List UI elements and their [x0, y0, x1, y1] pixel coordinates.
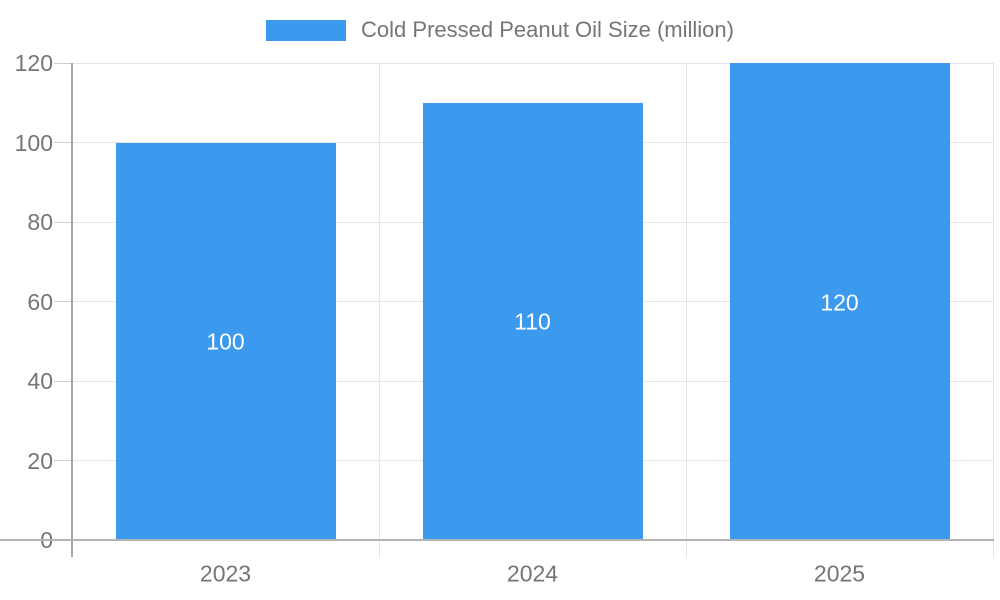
x-axis-label: 2025 [813, 560, 866, 587]
x-axis-line [0, 539, 994, 541]
x-gridline [992, 63, 994, 558]
bar[interactable] [729, 63, 950, 540]
y-axis-tick [54, 380, 72, 382]
y-axis-tick [54, 301, 72, 302]
bar-value-label: 110 [514, 308, 551, 335]
y-axis-tick [54, 221, 72, 223]
y-axis-label: 20 [27, 447, 53, 474]
bar[interactable] [422, 102, 643, 540]
bar-value-label: 100 [206, 328, 245, 355]
x-axis-label: 2023 [199, 560, 252, 587]
x-gridline [378, 63, 380, 558]
bar-value-label: 120 [820, 289, 859, 315]
y-axis-label: 100 [14, 129, 53, 156]
bar[interactable] [115, 142, 336, 540]
y-axis-label: 40 [27, 368, 53, 394]
y-axis-label: 60 [27, 288, 53, 315]
y-axis-label: 120 [14, 50, 53, 76]
legend-swatch [266, 19, 347, 41]
x-gridline [685, 63, 687, 558]
legend-label: Cold Pressed Peanut Oil Size (million) [361, 17, 734, 42]
x-axis-label: 2024 [506, 560, 559, 587]
y-axis-tick [54, 62, 72, 64]
y-axis-tick [54, 460, 72, 461]
y-gridline [72, 62, 993, 64]
y-axis-tick [54, 142, 72, 143]
y-axis-line [71, 63, 73, 557]
y-axis-label: 80 [27, 209, 53, 235]
legend[interactable]: Cold Pressed Peanut Oil Size (million) [0, 17, 1000, 43]
